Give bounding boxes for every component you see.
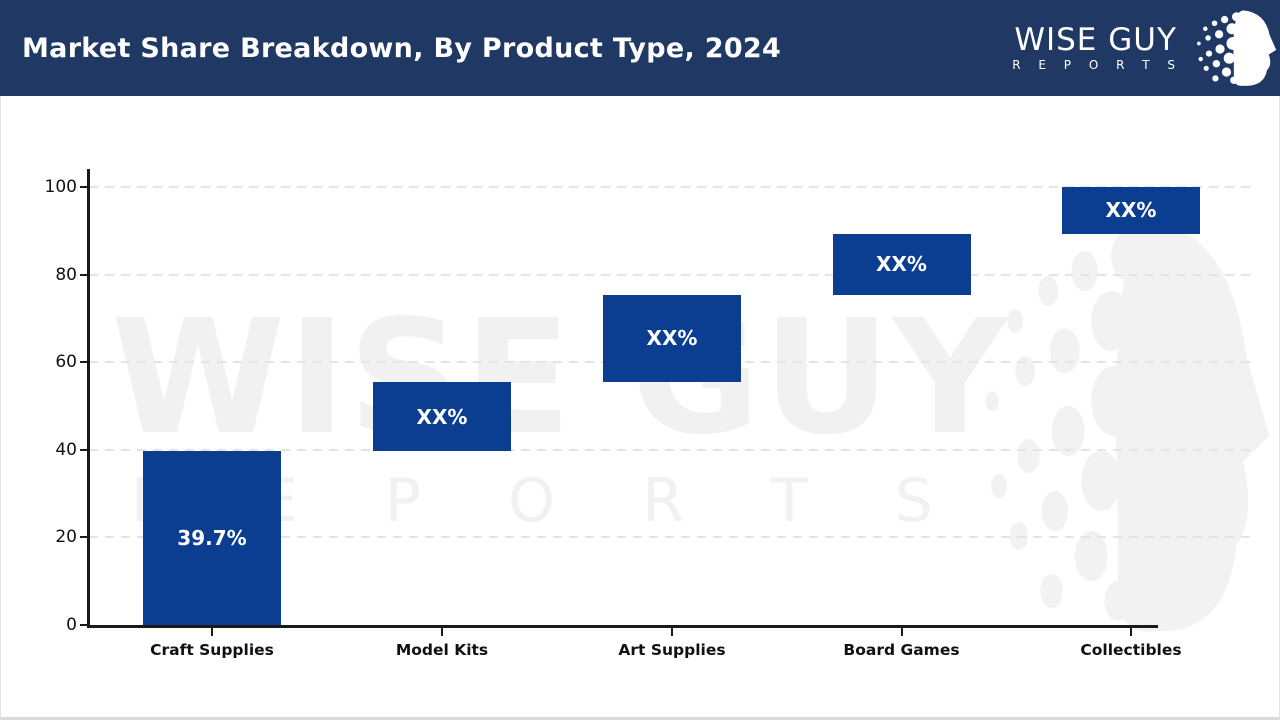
y-axis-line xyxy=(87,169,90,627)
bar-value-label: 39.7% xyxy=(177,526,247,551)
y-tick-mark xyxy=(80,186,88,188)
y-gridline xyxy=(89,186,1256,188)
x-category-label: Collectibles xyxy=(1080,641,1182,659)
y-tick-mark xyxy=(80,536,88,539)
x-category-label: Model Kits xyxy=(395,641,489,659)
waterfall-bar: XX% xyxy=(603,294,741,382)
y-tick-mark xyxy=(80,273,88,276)
header-bar: Market Share Breakdown, By Product Type,… xyxy=(0,0,1280,96)
wise-guy-face-icon xyxy=(1197,10,1277,86)
watermark-line1: WISE GUY xyxy=(111,286,1010,470)
brand-logo: WISE GUY R E P O R T S xyxy=(1009,0,1280,96)
bar-value-label: XX% xyxy=(646,326,698,351)
waterfall-bar: XX% xyxy=(373,381,511,452)
y-gridline xyxy=(89,273,1256,276)
y-gridline xyxy=(89,448,1256,451)
x-tick-mark xyxy=(900,627,903,636)
y-tick-label: 80 xyxy=(55,264,77,285)
x-axis-line xyxy=(87,625,1158,628)
y-tick-mark xyxy=(80,624,88,626)
waterfall-bar: 39.7% xyxy=(143,451,281,625)
waterfall-bar: XX% xyxy=(832,233,971,295)
logo-wordmark-line2: R E P O R T S xyxy=(1012,57,1182,72)
x-category-label: Craft Supplies xyxy=(150,641,274,659)
x-tick-mark xyxy=(1130,627,1132,636)
page-title: Market Share Breakdown, By Product Type,… xyxy=(22,32,782,64)
y-tick-label: 0 xyxy=(66,615,77,635)
y-tick-mark xyxy=(80,361,88,364)
x-tick-mark xyxy=(671,627,673,636)
bar-value-label: XX% xyxy=(1105,198,1157,223)
waterfall-bar: XX% xyxy=(1062,187,1200,234)
y-tick-label: 60 xyxy=(55,352,77,373)
y-tick-mark xyxy=(80,448,88,451)
bar-value-label: XX% xyxy=(876,252,927,277)
y-tick-label: 40 xyxy=(55,439,77,460)
x-tick-mark xyxy=(441,627,443,636)
chart-area: WISE GUY R E P O R T S 0 20 40 60 80 100 39.7%… xyxy=(0,96,1280,720)
logo-wordmark-line1: WISE GUY xyxy=(1014,22,1177,59)
bar-value-label: XX% xyxy=(416,404,468,429)
logo-wordmark: WISE GUY R E P O R T S xyxy=(1009,24,1182,71)
x-category-label: Art Supplies xyxy=(618,641,726,659)
y-tick-label: 100 xyxy=(44,177,77,197)
x-category-label: Board Games xyxy=(843,641,960,659)
x-tick-mark xyxy=(211,627,213,636)
y-tick-label: 20 xyxy=(55,527,77,548)
y-gridline xyxy=(89,536,1256,539)
